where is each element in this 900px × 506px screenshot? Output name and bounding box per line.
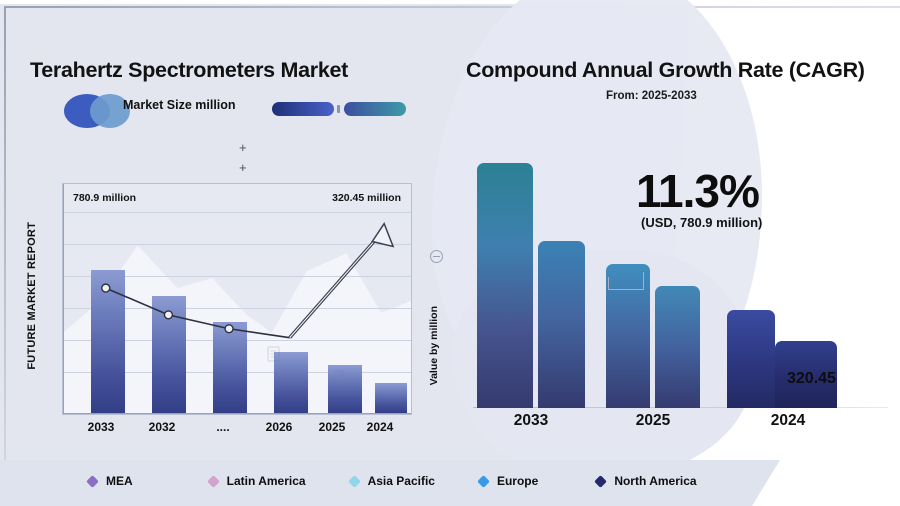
cagr-chart: 2033 2025 2024: [455, 140, 900, 430]
legend-item-north-america[interactable]: North America: [594, 474, 697, 488]
value-label-right: 320.45 million: [332, 192, 401, 204]
xtick-2032: 2032: [148, 420, 176, 434]
cagr-subtitle: From: 2025-2033: [606, 90, 697, 102]
legend-marker-europe: [477, 474, 490, 488]
trend-line-overlay: [101, 222, 395, 339]
xtick-2033: 2033: [87, 420, 115, 434]
cagr-bar-2033-b: [538, 241, 585, 408]
pill-separator-icon: [337, 105, 340, 113]
legend-item-latin-america[interactable]: Latin America: [206, 474, 306, 488]
gradient-pill-icon-right: [344, 102, 406, 116]
bar-2025: [328, 365, 362, 413]
panel-top-edge: [4, 6, 900, 8]
bottom-legend-strip: [0, 460, 780, 506]
value-label-left: 780.9 million: [73, 192, 137, 204]
xtick-dots: ....: [216, 420, 230, 434]
cagr-bar-2033-a: [477, 163, 533, 408]
panel-left-edge: [4, 6, 6, 500]
gradient-pill-icon-left: [272, 102, 334, 116]
legend-marker-asia-pacific: [347, 474, 361, 488]
cagr-usd-note: (USD, 780.9 million): [641, 215, 763, 230]
cagr-title: Compound Annual Growth Rate (CAGR): [466, 58, 865, 82]
legend-label-europe: Europe: [496, 474, 539, 488]
cagr-bar-2025-a: [606, 264, 650, 408]
legend-label-asia-pacific: Asia Pacific: [367, 474, 435, 488]
bracket-decoration-2: [643, 272, 644, 290]
legend-marker-latin-america: [206, 474, 220, 488]
cagr-bar-2024-b: [775, 341, 837, 408]
bar-2024: [375, 383, 407, 413]
y-axis-label-left: FUTURE MARKET REPORT: [26, 222, 38, 370]
legend-item-asia-pacific[interactable]: Asia Pacific: [347, 474, 435, 488]
cagr-percentage: 11.3%: [636, 165, 760, 217]
region-legend: MEA Latin America Asia Pacific Europe No…: [0, 474, 800, 488]
cagr-data-label: 320.45: [787, 370, 836, 387]
chart-icon-faint: [333, 370, 344, 382]
overlapping-circles-icon: [64, 94, 130, 128]
legend-marker-mea: [86, 474, 99, 488]
cagr-xtick-2033: 2033: [513, 412, 549, 429]
bar-dots: [213, 322, 247, 413]
xtick-2025: 2025: [318, 420, 346, 434]
market-size-chart: 780.9 million 320.45 million: [62, 183, 412, 415]
xtick-2024: 2024: [366, 420, 394, 434]
circle-minus-icon: [430, 250, 443, 263]
xtick-2026: 2026: [265, 420, 293, 434]
cagr-xtick-2025: 2025: [635, 412, 671, 429]
y-axis-label-right: Value by million: [428, 306, 440, 386]
x-axis-line: [63, 413, 411, 414]
cagr-bar-2025-b: [655, 286, 700, 408]
y-axis-line: [63, 184, 64, 414]
legend-marker-north-america: [594, 474, 608, 488]
market-size-label: Market Size million: [123, 98, 236, 112]
plus-icon-a: +: [239, 140, 247, 155]
legend-label-north-america: North America: [614, 474, 697, 488]
plus-icon-b: +: [239, 160, 247, 175]
legend-item-europe[interactable]: Europe: [477, 474, 539, 488]
legend-item-mea[interactable]: MEA: [86, 474, 133, 488]
cagr-xtick-2024: 2024: [770, 412, 806, 429]
bracket-decoration: [608, 277, 644, 290]
legend-label-mea: MEA: [106, 474, 133, 488]
document-icon-faint: [267, 346, 280, 362]
page-title: Terahertz Spectrometers Market: [30, 58, 349, 82]
bar-2026: [274, 352, 308, 413]
legend-label-latin-america: Latin America: [226, 474, 306, 488]
cagr-bar-2024-a: [727, 310, 775, 408]
